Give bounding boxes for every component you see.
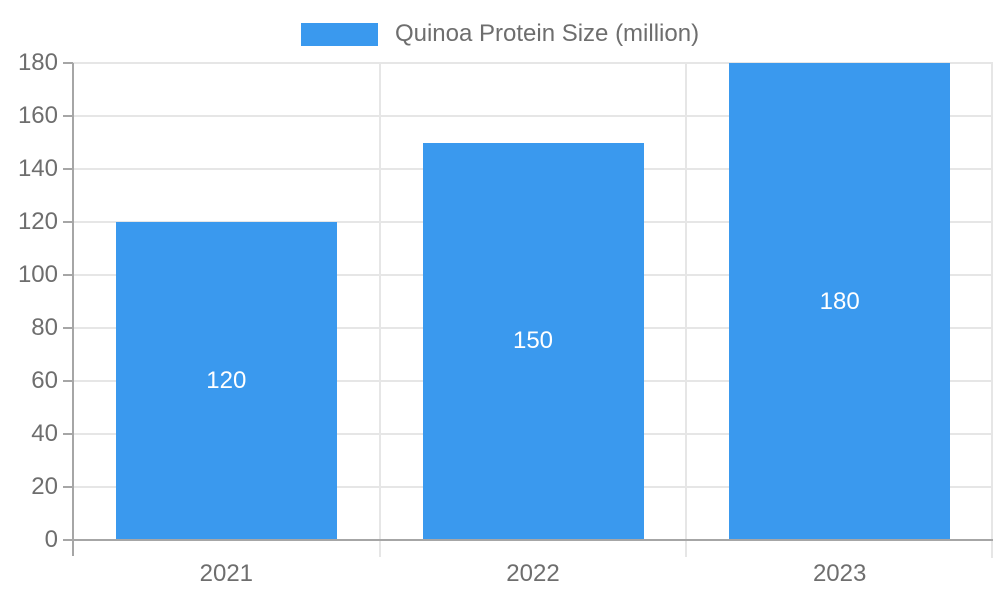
legend-swatch: [300, 22, 378, 46]
y-axis-tick: [63, 433, 73, 435]
category-separator: [378, 63, 381, 557]
x-axis-tick-label: 2021: [199, 560, 254, 587]
y-axis-tick-label: 60: [31, 367, 58, 394]
x-axis-tick-label: 2022: [506, 560, 560, 587]
y-axis-tick: [63, 115, 73, 117]
y-axis-tick: [63, 221, 73, 223]
gridline-horizontal: [73, 62, 993, 64]
y-axis-tick: [63, 380, 73, 382]
bar: [422, 142, 644, 540]
y-axis-tick: [63, 327, 73, 329]
category-separator: [685, 63, 688, 557]
y-axis-tick: [63, 62, 73, 64]
bar-value-label: 150: [512, 327, 554, 355]
y-axis-tick-label: 0: [44, 526, 58, 553]
y-axis-tick: [63, 539, 73, 541]
y-axis-tick-label: 160: [17, 102, 58, 129]
plot-right-border: [991, 63, 993, 558]
y-axis-line: [72, 63, 74, 556]
y-axis-tick-label: 120: [17, 208, 58, 235]
y-axis-tick-label: 180: [17, 49, 58, 76]
bar-value-label: 180: [819, 287, 860, 315]
y-axis-tick: [63, 168, 73, 170]
y-axis-tick-label: 140: [17, 155, 58, 182]
y-axis-tick: [63, 486, 73, 488]
gridline-horizontal: [73, 115, 993, 117]
x-axis-tick-label: 2023: [812, 560, 867, 587]
y-axis-tick-label: 40: [31, 420, 58, 447]
legend: Quinoa Protein Size (million): [0, 20, 1000, 48]
y-axis-tick-label: 20: [31, 473, 58, 500]
y-axis-tick-label: 80: [31, 314, 58, 341]
bar-value-label: 120: [206, 367, 247, 394]
legend-label: Quinoa Protein Size (million): [394, 20, 700, 47]
y-axis-tick: [63, 274, 73, 276]
bar: [729, 63, 951, 540]
x-axis-line: [73, 539, 993, 541]
y-axis-tick-label: 100: [17, 261, 58, 288]
bar: [115, 222, 337, 540]
